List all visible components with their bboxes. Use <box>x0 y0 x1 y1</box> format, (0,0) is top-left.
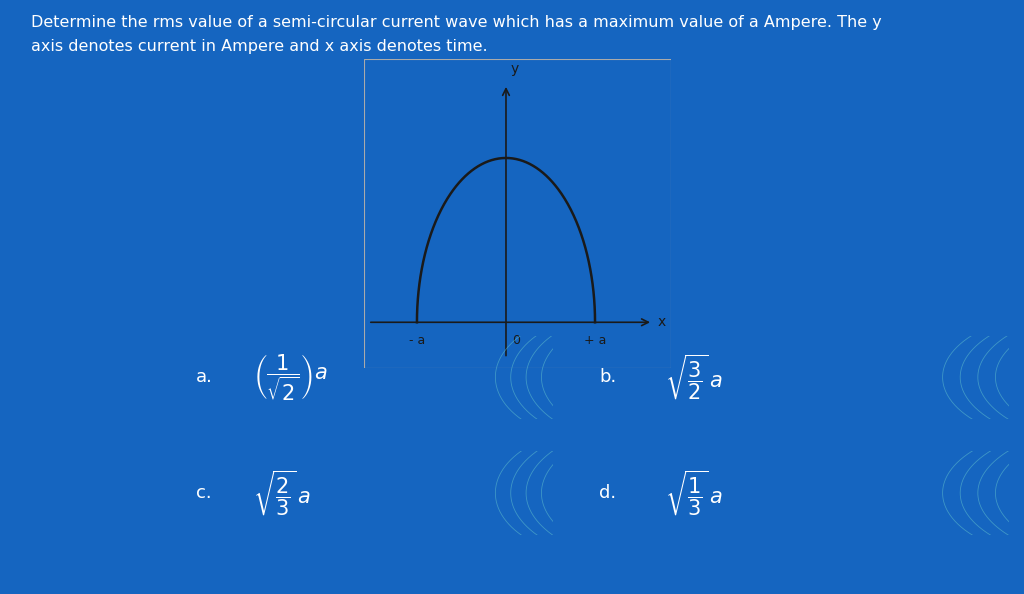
Text: d.: d. <box>599 484 616 502</box>
Text: $\sqrt{\dfrac{2}{3}}\,a$: $\sqrt{\dfrac{2}{3}}\,a$ <box>254 468 311 518</box>
Text: a.: a. <box>196 368 213 386</box>
Text: 0: 0 <box>512 334 520 347</box>
Text: + a: + a <box>584 334 606 347</box>
Text: - a: - a <box>409 334 425 347</box>
Text: b.: b. <box>599 368 616 386</box>
Text: $\left(\dfrac{1}{\sqrt{2}}\right)a$: $\left(\dfrac{1}{\sqrt{2}}\right)a$ <box>254 352 328 403</box>
Text: x: x <box>657 315 666 329</box>
Text: c.: c. <box>196 484 212 502</box>
Text: Determine the rms value of a semi-circular current wave which has a maximum valu: Determine the rms value of a semi-circul… <box>31 15 882 30</box>
Text: y: y <box>510 62 519 76</box>
Text: $\sqrt{\dfrac{1}{3}}\,a$: $\sqrt{\dfrac{1}{3}}\,a$ <box>666 468 723 518</box>
Text: $\sqrt{\dfrac{3}{2}}\,a$: $\sqrt{\dfrac{3}{2}}\,a$ <box>666 352 723 402</box>
Text: axis denotes current in Ampere and x axis denotes time.: axis denotes current in Ampere and x axi… <box>31 39 487 53</box>
